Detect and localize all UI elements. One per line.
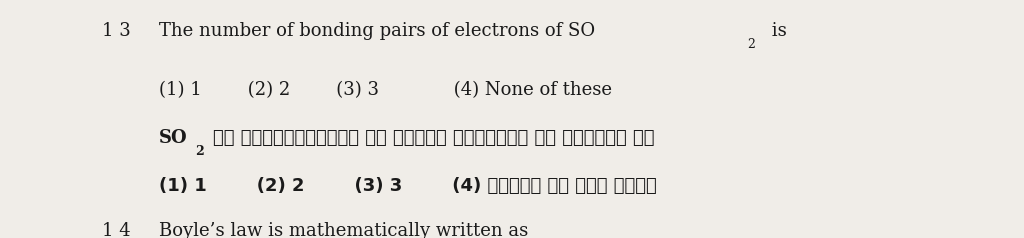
Text: (1) 1        (2) 2        (3) 3        (4) इनमें से कोई नहीं: (1) 1 (2) 2 (3) 3 (4) इनमें से कोई नहीं [159,177,656,195]
Text: (1) 1        (2) 2        (3) 3             (4) None of these: (1) 1 (2) 2 (3) 3 (4) None of these [159,81,611,99]
Text: The number of bonding pairs of electrons of SO: The number of bonding pairs of electrons… [159,22,595,40]
Text: Boyle’s law is mathematically written as: Boyle’s law is mathematically written as [159,222,528,238]
Text: 1 3: 1 3 [102,22,131,40]
Text: 2: 2 [196,145,205,158]
Text: is: is [766,22,786,40]
Text: 2: 2 [748,38,756,50]
Text: के इलेक्ट्रोनो के आबंधी युग्मों की संख्या है: के इलेक्ट्रोनो के आबंधी युग्मों की संख्य… [213,129,654,147]
Text: SO: SO [159,129,187,147]
Text: 1 4: 1 4 [102,222,131,238]
